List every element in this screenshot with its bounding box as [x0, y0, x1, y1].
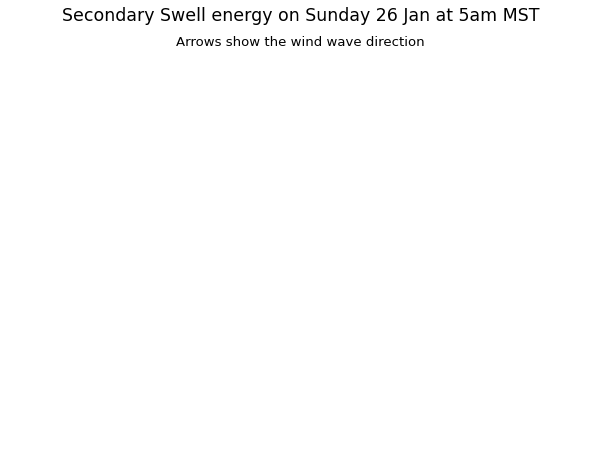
Text: Arrows show the wind wave direction: Arrows show the wind wave direction: [176, 36, 425, 49]
Text: cartopy required: cartopy required: [231, 250, 370, 268]
Text: Secondary Swell energy on Sunday 26 Jan at 5am MST: Secondary Swell energy on Sunday 26 Jan …: [62, 7, 539, 25]
